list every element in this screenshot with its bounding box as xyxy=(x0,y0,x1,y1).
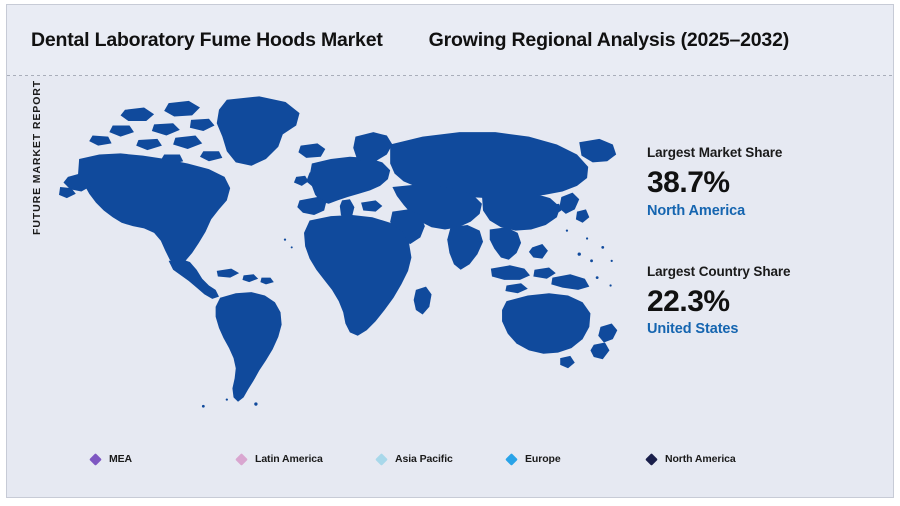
stat-label: Largest Market Share xyxy=(647,145,783,160)
map-landmasses xyxy=(59,96,618,408)
stat-value: 38.7% xyxy=(647,166,730,199)
header-divider xyxy=(7,75,893,76)
legend-item-europe[interactable]: Europe xyxy=(505,452,647,466)
stats-panel: Largest Market Share 38.7% North America… xyxy=(647,145,877,337)
stat-largest-market-share: Largest Market Share 38.7% North America xyxy=(647,145,877,219)
map-legend: MEA Latin America Asia Pacific Europe No… xyxy=(89,452,736,466)
legend-label: MEA xyxy=(109,453,133,465)
page-subtitle: Growing Regional Analysis (2025–2032) xyxy=(428,29,790,51)
stat-value: 22.3% xyxy=(647,284,730,318)
legend-marker-icon xyxy=(235,452,248,466)
stat-region: North America xyxy=(647,202,746,219)
world-map xyxy=(59,93,624,413)
stat-largest-country-share: Largest Country Share 22.3% United State… xyxy=(647,264,877,338)
legend-marker-icon xyxy=(89,452,102,466)
header-bar: Dental Laboratory Fume Hoods Market Grow… xyxy=(7,5,893,76)
header-titles: Dental Laboratory Fume Hoods Market Grow… xyxy=(31,5,881,76)
legend-item-north-america[interactable]: North America xyxy=(645,452,736,466)
legend-marker-icon xyxy=(375,452,388,466)
page-title: Dental Laboratory Fume Hoods Market xyxy=(31,29,383,51)
legend-marker-icon xyxy=(505,452,518,466)
legend-marker-icon xyxy=(645,452,658,466)
legend-item-latin-america[interactable]: Latin America xyxy=(235,452,377,466)
legend-label: Europe xyxy=(525,453,561,465)
infographic-panel: Dental Laboratory Fume Hoods Market Grow… xyxy=(6,4,894,498)
legend-label: Latin America xyxy=(255,453,323,465)
stat-label: Largest Country Share xyxy=(647,263,791,279)
world-map-svg xyxy=(59,96,618,408)
legend-label: Asia Pacific xyxy=(395,453,453,465)
brand-vertical-label: FUTURE MARKET REPORT xyxy=(31,79,43,235)
stat-region: United States xyxy=(647,321,739,337)
legend-label: North America xyxy=(665,453,736,465)
legend-item-mea[interactable]: MEA xyxy=(89,452,237,466)
legend-item-asia-pacific[interactable]: Asia Pacific xyxy=(375,452,507,466)
